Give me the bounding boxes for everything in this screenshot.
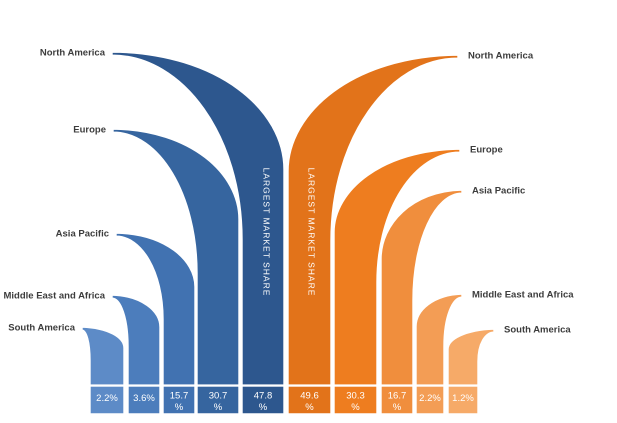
left-region-label-north-america: North America <box>40 48 106 59</box>
value-label-percent-sign: % <box>393 402 402 413</box>
right-swoosh-asia-pacific <box>380 189 463 415</box>
value-label-percent-sign: % <box>259 402 268 413</box>
value-label: 15.7 <box>170 391 189 402</box>
value-label-percent-sign: % <box>214 402 223 413</box>
value-label: 2.2% <box>419 393 441 404</box>
left-region-label-south-america: South America <box>8 323 75 334</box>
value-label-percent-sign: % <box>175 402 184 413</box>
band-separator-line <box>87 384 481 387</box>
value-label-percent-sign: % <box>351 402 360 413</box>
left-center-label: LARGEST MARKET SHARE <box>262 168 272 297</box>
left-swoosh-europe <box>112 128 240 415</box>
value-label: 1.2% <box>452 393 474 404</box>
left-swoosh-middle-east-and-africa <box>111 294 161 415</box>
left-region-label-europe: Europe <box>73 125 106 136</box>
right-region-label-middle-east-and-africa: Middle East and Africa <box>472 290 574 301</box>
value-label: 3.6% <box>133 393 155 404</box>
right-region-label-north-america: North America <box>468 51 534 62</box>
right-center-label: LARGEST MARKET SHARE <box>307 168 317 297</box>
right-swoosh-europe <box>333 148 461 415</box>
value-label: 30.7 <box>209 391 228 402</box>
left-swoosh-asia-pacific <box>115 232 196 415</box>
left-swoosh-north-america <box>111 51 285 415</box>
value-label: 30.3 <box>346 391 365 402</box>
value-label-percent-sign: % <box>305 402 314 413</box>
right-region-label-europe: Europe <box>470 145 503 156</box>
left-region-label-asia-pacific: Asia Pacific <box>56 229 109 240</box>
right-swoosh-middle-east-and-africa <box>415 293 463 415</box>
value-label: 47.8 <box>254 391 273 402</box>
value-label: 16.7 <box>388 391 407 402</box>
left-region-label-middle-east-and-africa: Middle East and Africa <box>3 291 105 302</box>
right-swoosh-south-america <box>447 328 495 415</box>
right-region-label-asia-pacific: Asia Pacific <box>472 186 525 197</box>
right-region-label-south-america: South America <box>504 325 571 336</box>
value-label: 2.2% <box>96 393 118 404</box>
left-swoosh-south-america <box>81 326 125 415</box>
right-swoosh-north-america <box>287 54 459 415</box>
value-label: 49.6 <box>300 391 319 402</box>
